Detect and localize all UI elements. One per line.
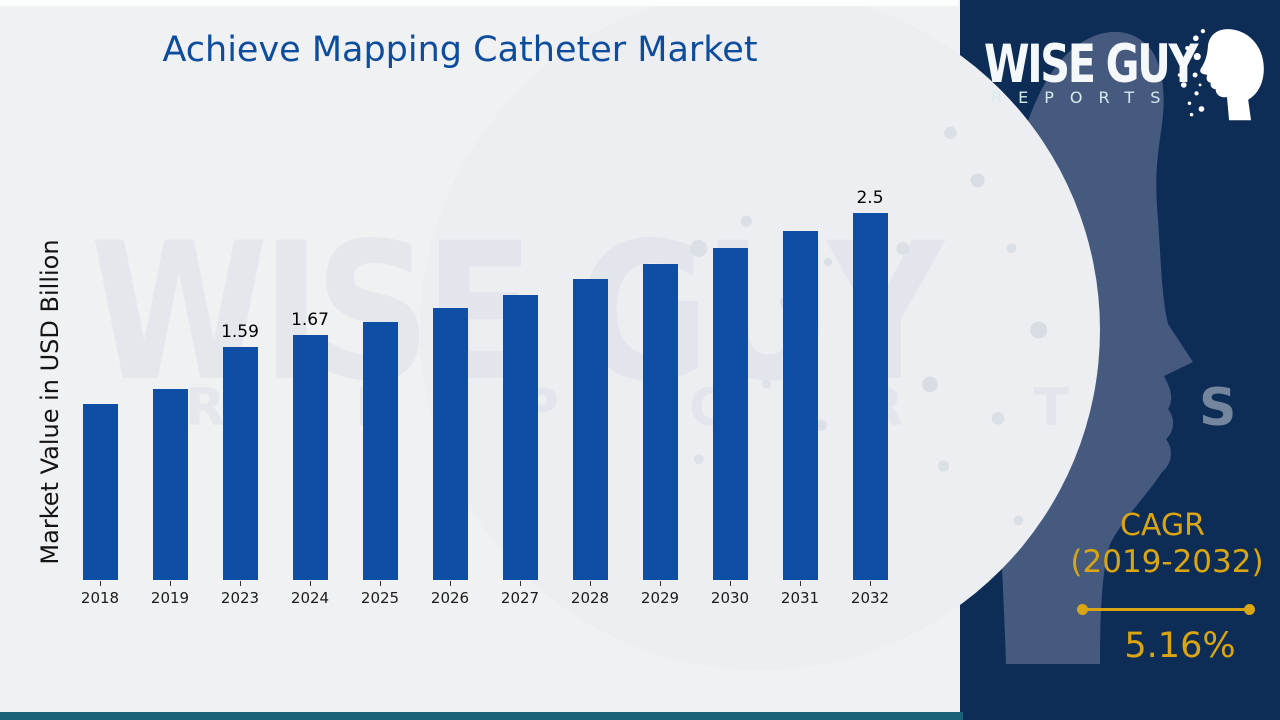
- logo-brand-subtitle: REPORTS: [991, 88, 1177, 107]
- cagr-divider-line: [1077, 604, 1255, 615]
- x-axis-tick: [380, 581, 381, 586]
- x-axis-tick: [520, 581, 521, 586]
- x-axis-tick-label: 2027: [500, 589, 540, 607]
- bottom-teal-strip: [0, 712, 963, 720]
- x-axis-tick: [240, 581, 241, 586]
- bar-2029: [642, 264, 678, 580]
- x-axis-tick-label: 2024: [290, 589, 330, 607]
- bar-data-label: 1.67: [291, 310, 329, 330]
- bar-2032: [852, 213, 888, 580]
- x-axis-tick-label: 2031: [780, 589, 820, 607]
- x-axis-tick-label: 2028: [570, 589, 610, 607]
- bar-2027: [502, 295, 538, 580]
- x-axis-tick-label: 2032: [850, 589, 890, 607]
- x-axis-tick: [310, 581, 311, 586]
- top-white-strip: [0, 0, 958, 6]
- bar-2024: [292, 335, 328, 580]
- x-axis-tick: [870, 581, 871, 586]
- x-axis-tick-label: 2019: [150, 589, 190, 607]
- bar-2023: [222, 347, 258, 580]
- bar-2018: [82, 404, 118, 580]
- x-axis-tick-label: 2030: [710, 589, 750, 607]
- x-axis-tick-label: 2023: [220, 589, 260, 607]
- bar-2030: [712, 248, 748, 580]
- x-axis-tick: [660, 581, 661, 586]
- x-axis-tick: [100, 581, 101, 586]
- chart-title: Achieve Mapping Catheter Market: [162, 30, 758, 70]
- cagr-value: 5.16%: [1124, 626, 1236, 666]
- x-axis-tick: [590, 581, 591, 586]
- x-axis-tick-label: 2025: [360, 589, 400, 607]
- x-axis-tick-label: 2026: [430, 589, 470, 607]
- bar-2026: [432, 308, 468, 580]
- cagr-label: CAGR: [1119, 508, 1206, 543]
- bar-2028: [572, 279, 608, 580]
- x-axis-tick: [730, 581, 731, 586]
- bar-data-label: 1.59: [221, 322, 259, 342]
- x-axis-tick: [170, 581, 171, 586]
- bar-2019: [152, 389, 188, 580]
- x-axis-tick-label: 2018: [80, 589, 120, 607]
- bar-data-label: 2.5: [856, 188, 884, 208]
- bar-2025: [362, 322, 398, 580]
- x-axis-tick: [800, 581, 801, 586]
- x-axis-tick: [450, 581, 451, 586]
- y-axis-label: Market Value in USD Billion: [36, 239, 64, 565]
- x-axis-tick-label: 2029: [640, 589, 680, 607]
- logo-face-icon: [1177, 29, 1264, 121]
- bar-2031: [782, 231, 818, 580]
- logo-brand-name: WISE GUY: [984, 34, 1198, 95]
- watermark-reports: R E P O R T S: [185, 378, 1280, 438]
- cagr-range: (2019-2032): [1070, 544, 1264, 580]
